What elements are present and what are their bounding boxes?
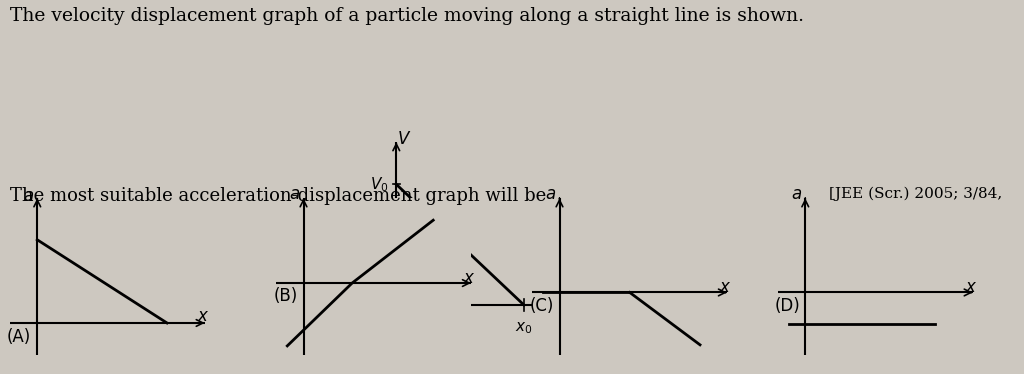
Text: (C): (C) [529,297,554,315]
Text: a: a [546,185,556,203]
Text: V: V [397,130,409,148]
Text: x: x [198,307,207,325]
Text: a: a [24,187,34,205]
Text: x: x [464,269,473,287]
Text: (D): (D) [775,297,801,315]
Text: The most suitable acceleration-displacement graph will be: The most suitable acceleration-displacem… [10,187,547,205]
Text: a: a [290,185,300,203]
Text: a: a [792,185,802,203]
Text: $V_0$: $V_0$ [370,175,388,194]
Text: (A): (A) [7,328,32,346]
Text: $x_0$: $x_0$ [515,321,532,336]
Text: The velocity displacement graph of a particle moving along a straight line is sh: The velocity displacement graph of a par… [10,7,804,25]
Text: x: x [720,278,729,296]
Text: (B): (B) [273,286,298,304]
Text: [JEE (Scr.) 2005; 3/84,: [JEE (Scr.) 2005; 3/84, [829,187,1002,201]
Text: x: x [966,278,975,296]
Text: X: X [547,288,558,306]
